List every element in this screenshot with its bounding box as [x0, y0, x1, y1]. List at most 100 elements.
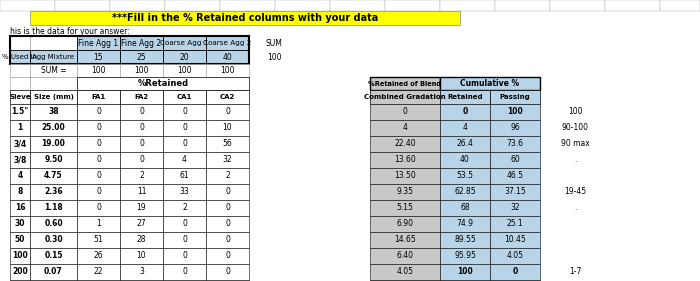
Bar	[77, 64, 120, 77]
Bar	[30, 77, 77, 90]
Bar	[120, 184, 163, 200]
Bar	[10, 184, 30, 200]
Text: 3/4: 3/4	[13, 139, 27, 148]
Bar	[77, 90, 120, 104]
Bar	[163, 184, 206, 200]
Text: Combined Gradation: Combined Gradation	[364, 94, 446, 100]
Bar	[10, 216, 30, 232]
Text: 0: 0	[96, 203, 101, 212]
Bar	[206, 280, 249, 281]
Bar	[440, 136, 490, 152]
Bar	[163, 264, 206, 280]
Text: 16: 16	[15, 203, 25, 212]
Text: 100: 100	[91, 66, 106, 75]
Text: 0: 0	[225, 108, 230, 117]
Text: 22: 22	[94, 268, 104, 277]
Bar	[10, 77, 30, 90]
Bar	[120, 168, 163, 184]
Bar	[206, 36, 249, 50]
Bar	[77, 168, 120, 184]
Bar	[206, 184, 249, 200]
Bar	[30, 184, 77, 200]
Text: 1.18: 1.18	[44, 203, 63, 212]
Bar	[10, 120, 30, 136]
Bar	[370, 104, 440, 120]
Bar	[440, 248, 490, 264]
Text: 25.1: 25.1	[507, 219, 524, 228]
Text: 74.9: 74.9	[456, 219, 473, 228]
Bar	[165, 0, 220, 11]
Text: 100: 100	[457, 268, 473, 277]
Text: 100: 100	[134, 66, 148, 75]
Text: % Used in: % Used in	[3, 54, 38, 60]
Bar	[30, 232, 77, 248]
Bar	[30, 120, 77, 136]
Text: 1: 1	[96, 219, 101, 228]
Text: Coarse Agg 2: Coarse Agg 2	[203, 40, 252, 46]
Text: 9.50: 9.50	[44, 155, 63, 164]
Text: 0: 0	[402, 108, 407, 117]
Bar	[0, 0, 55, 11]
Text: 4: 4	[182, 155, 187, 164]
Bar	[77, 136, 120, 152]
Bar	[77, 152, 120, 168]
Text: 20: 20	[180, 53, 189, 62]
Text: 0: 0	[96, 187, 101, 196]
Text: 4.05: 4.05	[396, 268, 414, 277]
Text: 4: 4	[463, 124, 468, 133]
Bar	[490, 184, 540, 200]
Bar	[206, 50, 249, 64]
Bar	[77, 280, 120, 281]
Bar	[249, 36, 299, 50]
Text: 0: 0	[225, 251, 230, 260]
Bar	[206, 232, 249, 248]
Bar	[10, 50, 30, 64]
Bar	[206, 64, 249, 77]
Bar	[120, 264, 163, 280]
Bar	[370, 168, 440, 184]
Bar	[495, 0, 550, 11]
Text: 10: 10	[223, 124, 232, 133]
Text: 0: 0	[225, 203, 230, 212]
Bar	[110, 0, 165, 11]
Text: 0: 0	[139, 139, 144, 148]
Text: 11: 11	[136, 187, 146, 196]
Text: 61: 61	[180, 171, 189, 180]
Bar	[10, 36, 30, 50]
Bar	[10, 90, 30, 104]
Bar	[30, 280, 77, 281]
Bar	[206, 264, 249, 280]
Text: his is the data for your answer:: his is the data for your answer:	[10, 28, 130, 37]
Text: 1: 1	[18, 124, 22, 133]
Text: SUM =: SUM =	[41, 66, 66, 75]
Text: 0.30: 0.30	[44, 235, 63, 244]
Bar	[440, 77, 540, 90]
Bar	[440, 152, 490, 168]
Bar	[206, 104, 249, 120]
Bar	[206, 200, 249, 216]
Bar	[77, 77, 249, 90]
Text: 0: 0	[225, 219, 230, 228]
Bar	[163, 104, 206, 120]
Text: 100: 100	[177, 66, 192, 75]
Bar	[370, 264, 440, 280]
Bar	[120, 36, 163, 50]
Bar	[370, 152, 440, 168]
Text: 40: 40	[223, 53, 232, 62]
Text: Sieve: Sieve	[9, 94, 31, 100]
Text: FA2: FA2	[134, 94, 148, 100]
Text: 13.60: 13.60	[394, 155, 416, 164]
Text: 0: 0	[139, 124, 144, 133]
Bar	[163, 36, 206, 50]
Text: 68: 68	[460, 203, 470, 212]
Text: 73.6: 73.6	[507, 139, 524, 148]
Bar	[77, 248, 120, 264]
Text: 50: 50	[15, 235, 25, 244]
Text: 19-45: 19-45	[564, 187, 586, 196]
Text: 6.90: 6.90	[396, 219, 414, 228]
Text: 10: 10	[136, 251, 146, 260]
Bar	[206, 216, 249, 232]
Text: 0: 0	[182, 235, 187, 244]
Bar	[163, 50, 206, 64]
Bar	[370, 280, 440, 281]
